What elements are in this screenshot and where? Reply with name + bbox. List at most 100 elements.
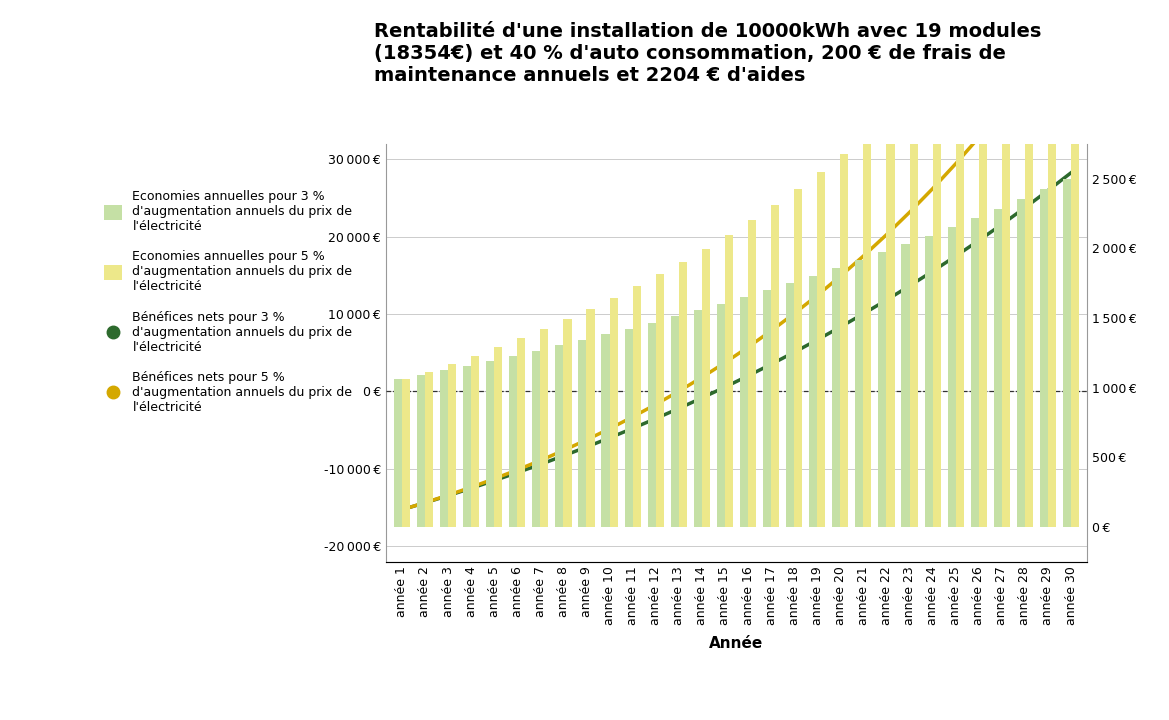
Bar — [540, 329, 548, 527]
Bénéfices nets pour 5 %
d'augmentation annuels du prix de
l'électricité — [487, 474, 502, 483]
Bar — [1025, 0, 1033, 527]
Bénéfices nets pour 3 %
d'augmentation annuels du prix de
l'électricité — [395, 505, 409, 514]
Bénéfices nets pour 5 %
d'augmentation annuels du prix de
l'électricité — [672, 387, 686, 395]
Bar — [609, 298, 617, 527]
Bar — [856, 261, 864, 527]
Bar — [494, 348, 503, 527]
Bar — [832, 268, 841, 527]
Bénéfices nets pour 5 %
d'augmentation annuels du prix de
l'électricité — [441, 491, 455, 500]
Bénéfices nets pour 5 %
d'augmentation annuels du prix de
l'électricité — [787, 310, 801, 318]
Bénéfices nets pour 5 %
d'augmentation annuels du prix de
l'électricité — [1018, 76, 1032, 85]
Bénéfices nets pour 3 %
d'augmentation annuels du prix de
l'électricité — [510, 468, 524, 477]
Bar — [956, 51, 963, 527]
Bar — [471, 356, 479, 527]
Bar — [948, 227, 956, 527]
Bénéfices nets pour 5 %
d'augmentation annuels du prix de
l'électricité — [857, 252, 871, 261]
Bar — [440, 370, 448, 527]
Bar — [978, 27, 987, 527]
Bar — [1002, 2, 1010, 527]
Bar — [864, 135, 871, 527]
Bénéfices nets pour 3 %
d'augmentation annuels du prix de
l'électricité — [741, 372, 755, 380]
Bénéfices nets pour 5 %
d'augmentation annuels du prix de
l'électricité — [694, 373, 708, 382]
Bar — [486, 361, 494, 527]
Bénéfices nets pour 3 %
d'augmentation annuels du prix de
l'électricité — [902, 282, 916, 290]
Text: Rentabilité d'une installation de 10000kWh avec 19 modules
(18354€) et 40 % d'au: Rentabilité d'une installation de 10000k… — [374, 22, 1042, 85]
Bénéfices nets pour 5 %
d'augmentation annuels du prix de
l'électricité — [510, 466, 524, 474]
Bénéfices nets pour 5 %
d'augmentation annuels du prix de
l'électricité — [949, 159, 963, 168]
Bénéfices nets pour 3 %
d'augmentation annuels du prix de
l'électricité — [926, 267, 940, 276]
Bénéfices nets pour 5 %
d'augmentation annuels du prix de
l'électricité — [902, 208, 916, 217]
Bénéfices nets pour 5 %
d'augmentation annuels du prix de
l'électricité — [1040, 46, 1054, 55]
Bénéfices nets pour 3 %
d'augmentation annuels du prix de
l'électricité — [694, 394, 708, 402]
Bénéfices nets pour 5 %
d'augmentation annuels du prix de
l'électricité — [625, 413, 639, 421]
Bar — [1047, 0, 1056, 527]
Bar — [602, 334, 609, 527]
Bénéfices nets pour 5 %
d'augmentation annuels du prix de
l'électricité — [533, 456, 547, 465]
Bar — [1063, 179, 1071, 527]
Bénéfices nets pour 5 %
d'augmentation annuels du prix de
l'électricité — [1064, 14, 1078, 22]
Bar — [763, 290, 772, 527]
Bénéfices nets pour 3 %
d'augmentation annuels du prix de
l'électricité — [419, 498, 433, 507]
Bénéfices nets pour 3 %
d'augmentation annuels du prix de
l'électricité — [464, 484, 478, 492]
Bar — [886, 116, 894, 527]
Bar — [426, 372, 433, 527]
Bar — [772, 204, 780, 527]
Bénéfices nets pour 5 %
d'augmentation annuels du prix de
l'électricité — [395, 505, 409, 514]
Bar — [579, 340, 587, 527]
Bar — [933, 73, 941, 527]
Bar — [878, 252, 886, 527]
Bénéfices nets pour 5 %
d'augmentation annuels du prix de
l'électricité — [649, 400, 663, 409]
Bar — [817, 171, 825, 527]
Bénéfices nets pour 3 %
d'augmentation annuels du prix de
l'électricité — [787, 348, 801, 356]
Bar — [532, 351, 540, 527]
Bar — [632, 287, 641, 527]
Bénéfices nets pour 3 %
d'augmentation annuels du prix de
l'électricité — [602, 433, 616, 442]
Bénéfices nets pour 3 %
d'augmentation annuels du prix de
l'électricité — [625, 424, 639, 433]
Bénéfices nets pour 5 %
d'augmentation annuels du prix de
l'électricité — [419, 498, 433, 507]
Bénéfices nets pour 3 %
d'augmentation annuels du prix de
l'électricité — [971, 236, 985, 245]
Bénéfices nets pour 5 %
d'augmentation annuels du prix de
l'électricité — [879, 230, 893, 239]
Bar — [994, 209, 1002, 527]
Bar — [701, 248, 710, 527]
Bénéfices nets pour 3 %
d'augmentation annuels du prix de
l'électricité — [1018, 204, 1032, 212]
Bénéfices nets pour 3 %
d'augmentation annuels du prix de
l'électricité — [487, 476, 502, 485]
Bénéfices nets pour 3 %
d'augmentation annuels du prix de
l'électricité — [857, 310, 871, 318]
Line: Bénéfices nets pour 3 %
d'augmentation annuels du prix de
l'électricité: Bénéfices nets pour 3 % d'augmentation a… — [402, 173, 1071, 510]
Bar — [517, 338, 525, 527]
Bar — [725, 235, 733, 527]
Bénéfices nets pour 3 %
d'augmentation annuels du prix de
l'électricité — [556, 451, 570, 460]
Bar — [693, 310, 701, 527]
Bénéfices nets pour 5 %
d'augmentation annuels du prix de
l'électricité — [926, 184, 940, 193]
Bar — [841, 154, 849, 527]
Bar — [809, 276, 817, 527]
Bénéfices nets pour 5 %
d'augmentation annuels du prix de
l'électricité — [810, 291, 824, 300]
Bénéfices nets pour 5 %
d'augmentation annuels du prix de
l'électricité — [765, 326, 779, 335]
Bar — [394, 379, 402, 527]
Bar — [510, 356, 518, 527]
Bar — [671, 316, 679, 527]
Bénéfices nets pour 3 %
d'augmentation annuels du prix de
l'électricité — [580, 443, 594, 451]
Bénéfices nets pour 5 %
d'augmentation annuels du prix de
l'électricité — [971, 133, 985, 142]
Bénéfices nets pour 5 %
d'augmentation annuels du prix de
l'électricité — [464, 483, 478, 492]
Bar — [587, 309, 595, 527]
Bénéfices nets pour 5 %
d'augmentation annuels du prix de
l'électricité — [580, 436, 594, 444]
Bar — [402, 379, 410, 527]
Bénéfices nets pour 3 %
d'augmentation annuels du prix de
l'électricité — [533, 460, 547, 469]
Bénéfices nets pour 3 %
d'augmentation annuels du prix de
l'électricité — [672, 404, 686, 413]
Bar — [970, 218, 978, 527]
Bar — [717, 304, 725, 527]
Bar — [794, 189, 802, 527]
Bar — [740, 297, 748, 527]
Bar — [748, 220, 756, 527]
Bar — [656, 274, 664, 527]
Bar — [1071, 0, 1079, 527]
Bar — [909, 95, 918, 527]
Bénéfices nets pour 5 %
d'augmentation annuels du prix de
l'électricité — [995, 106, 1009, 114]
Bénéfices nets pour 3 %
d'augmentation annuels du prix de
l'électricité — [1064, 168, 1078, 177]
Bénéfices nets pour 3 %
d'augmentation annuels du prix de
l'électricité — [810, 336, 824, 344]
Bar — [1017, 199, 1025, 527]
Bar — [417, 375, 426, 527]
Bar — [463, 366, 471, 527]
Bar — [786, 283, 794, 527]
Bar — [563, 319, 572, 527]
